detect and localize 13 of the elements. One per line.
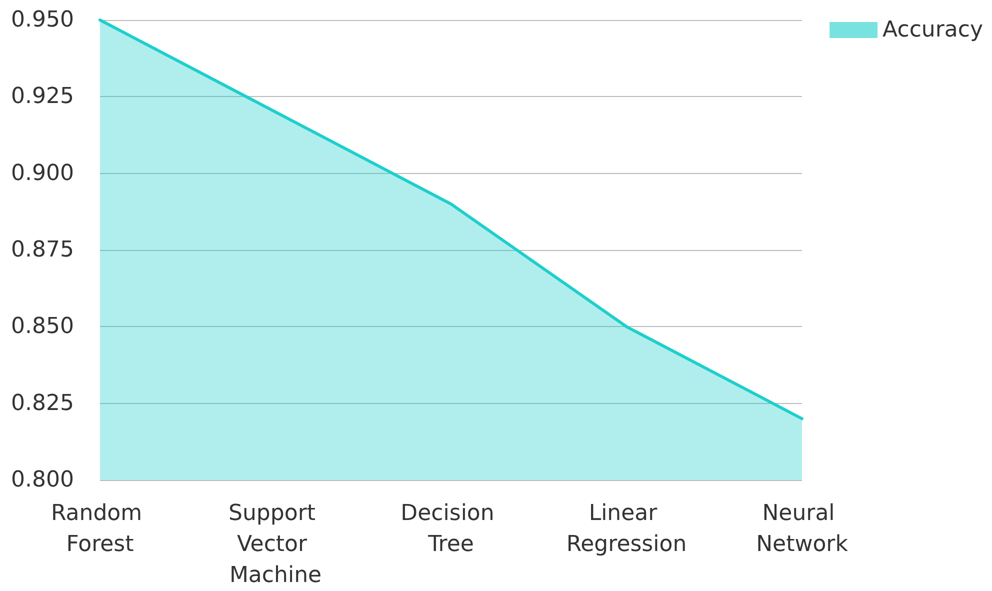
x-tick-label: Decision Tree bbox=[400, 501, 502, 557]
y-tick-label: 0.825 bbox=[11, 390, 74, 416]
x-tick-label: Linear Regression bbox=[566, 501, 687, 557]
y-tick-label: 0.900 bbox=[11, 160, 74, 186]
x-tick-label: Support Vector Machine bbox=[228, 501, 322, 588]
y-tick-label: 0.950 bbox=[11, 8, 74, 32]
x-tick-label: Neural Network bbox=[756, 501, 848, 557]
x-tick-label: Random Forest bbox=[50, 501, 150, 557]
y-tick-label: 0.850 bbox=[11, 314, 74, 340]
y-tick-label: 0.800 bbox=[11, 468, 74, 492]
y-tick-label: 0.925 bbox=[11, 84, 74, 110]
y-tick-label: 0.875 bbox=[11, 238, 74, 262]
legend-label: Accuracy bbox=[882, 18, 984, 42]
